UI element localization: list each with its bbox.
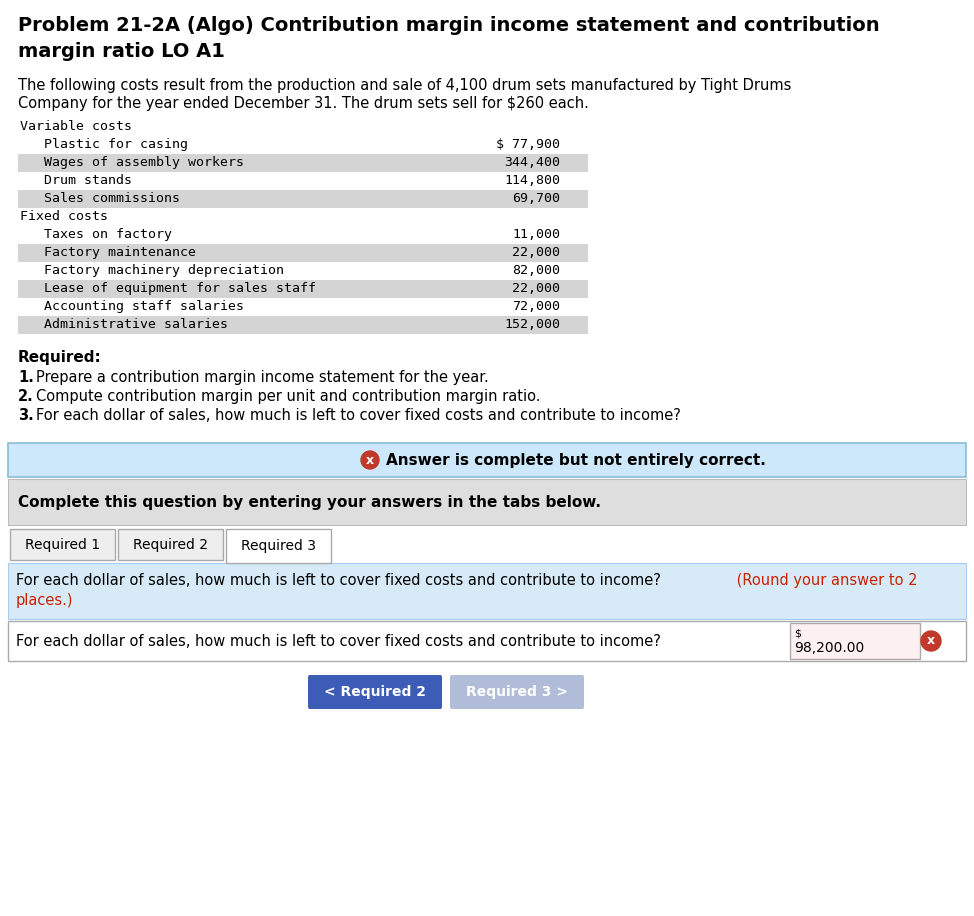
Text: Complete this question by entering your answers in the tabs below.: Complete this question by entering your … — [18, 495, 601, 509]
Text: 22,000: 22,000 — [512, 282, 560, 295]
Text: Compute contribution margin per unit and contribution margin ratio.: Compute contribution margin per unit and… — [36, 389, 541, 404]
Bar — [18, 262, 588, 280]
Bar — [8, 621, 966, 661]
Text: Plastic for casing: Plastic for casing — [28, 138, 188, 151]
Bar — [18, 244, 588, 262]
Bar — [8, 443, 966, 477]
Bar — [18, 280, 588, 298]
Text: For each dollar of sales, how much is left to cover fixed costs and contribute t: For each dollar of sales, how much is le… — [16, 573, 661, 588]
FancyBboxPatch shape — [308, 675, 442, 709]
Text: Required 3 >: Required 3 > — [467, 685, 568, 699]
Text: $ 77,900: $ 77,900 — [496, 138, 560, 151]
Text: Prepare a contribution margin income statement for the year.: Prepare a contribution margin income sta… — [36, 370, 489, 385]
Text: 2.: 2. — [18, 389, 34, 404]
Text: Administrative salaries: Administrative salaries — [28, 318, 228, 331]
Text: 82,000: 82,000 — [512, 264, 560, 277]
Text: Sales commissions: Sales commissions — [28, 192, 180, 205]
Bar — [18, 136, 588, 154]
Text: Required:: Required: — [18, 350, 101, 365]
Text: Drum stands: Drum stands — [28, 174, 132, 187]
Text: Company for the year ended December 31. The drum sets sell for $260 each.: Company for the year ended December 31. … — [18, 96, 589, 111]
Text: Taxes on factory: Taxes on factory — [28, 228, 172, 241]
Text: 69,700: 69,700 — [512, 192, 560, 205]
Bar — [18, 298, 588, 316]
Text: Factory machinery depreciation: Factory machinery depreciation — [28, 264, 284, 277]
Text: 114,800: 114,800 — [504, 174, 560, 187]
Text: The following costs result from the production and sale of 4,100 drum sets manuf: The following costs result from the prod… — [18, 78, 791, 93]
Text: 3.: 3. — [18, 408, 34, 423]
Bar — [8, 479, 966, 525]
Text: Accounting staff salaries: Accounting staff salaries — [28, 300, 244, 313]
Text: 72,000: 72,000 — [512, 300, 560, 313]
Bar — [18, 226, 588, 244]
Text: < Required 2: < Required 2 — [324, 685, 426, 699]
Text: 344,400: 344,400 — [504, 156, 560, 169]
Text: margin ratio LO A1: margin ratio LO A1 — [18, 42, 225, 61]
Bar — [18, 154, 588, 172]
Text: 152,000: 152,000 — [504, 318, 560, 331]
Text: 22,000: 22,000 — [512, 246, 560, 259]
Text: For each dollar of sales, how much is left to cover fixed costs and contribute t: For each dollar of sales, how much is le… — [16, 634, 661, 649]
Text: Lease of equipment for sales staff: Lease of equipment for sales staff — [28, 282, 316, 295]
Bar — [790, 623, 920, 659]
Bar — [18, 172, 588, 190]
Text: places.): places.) — [16, 593, 73, 608]
Text: Variable costs: Variable costs — [20, 120, 132, 133]
Text: Wages of assembly workers: Wages of assembly workers — [28, 156, 244, 169]
Text: 11,000: 11,000 — [512, 228, 560, 241]
Text: Required 2: Required 2 — [133, 538, 208, 551]
Bar — [8, 563, 966, 619]
Circle shape — [361, 451, 379, 469]
FancyBboxPatch shape — [450, 675, 584, 709]
Text: Factory maintenance: Factory maintenance — [28, 246, 196, 259]
Text: Required 1: Required 1 — [25, 538, 100, 551]
Text: (Round your answer to 2: (Round your answer to 2 — [732, 573, 918, 588]
Circle shape — [921, 631, 941, 651]
Bar — [226, 529, 331, 563]
Text: Required 3: Required 3 — [241, 539, 316, 553]
Text: Fixed costs: Fixed costs — [20, 210, 108, 223]
Text: $: $ — [794, 628, 801, 638]
Text: Answer is complete but not entirely correct.: Answer is complete but not entirely corr… — [386, 453, 766, 467]
Text: For each dollar of sales, how much is left to cover fixed costs and contribute t: For each dollar of sales, how much is le… — [36, 408, 681, 423]
Text: x: x — [366, 453, 374, 466]
Bar — [10, 529, 115, 560]
Text: Problem 21-2A (Algo) Contribution margin income statement and contribution: Problem 21-2A (Algo) Contribution margin… — [18, 16, 880, 35]
Bar — [18, 316, 588, 334]
Text: 1.: 1. — [18, 370, 34, 385]
Bar — [118, 529, 223, 560]
Text: x: x — [927, 635, 935, 648]
Text: 98,200.00: 98,200.00 — [794, 641, 864, 655]
Bar — [18, 190, 588, 208]
